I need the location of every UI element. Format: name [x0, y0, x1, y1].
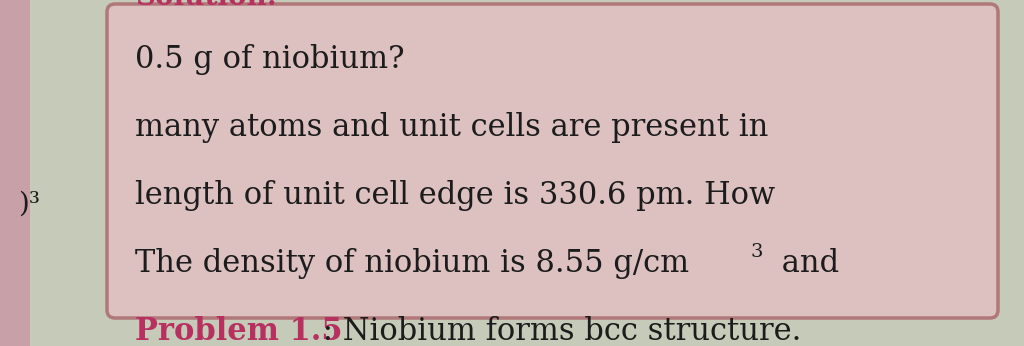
- Text: and: and: [772, 248, 839, 279]
- Text: The density of niobium is 8.55 g/cm: The density of niobium is 8.55 g/cm: [135, 248, 689, 279]
- Text: Solution:: Solution:: [135, 0, 276, 11]
- Text: Problem 1.5: Problem 1.5: [135, 316, 342, 346]
- Text: )³: )³: [18, 191, 40, 218]
- Bar: [0, 0, 30, 346]
- Text: 3: 3: [750, 243, 763, 261]
- Text: length of unit cell edge is 330.6 pm. How: length of unit cell edge is 330.6 pm. Ho…: [135, 180, 775, 211]
- FancyBboxPatch shape: [106, 4, 998, 318]
- Text: : Niobium forms bcc structure.: : Niobium forms bcc structure.: [313, 316, 802, 346]
- Text: many atoms and unit cells are present in: many atoms and unit cells are present in: [135, 112, 768, 143]
- Text: 0.5 g of niobium?: 0.5 g of niobium?: [135, 44, 404, 75]
